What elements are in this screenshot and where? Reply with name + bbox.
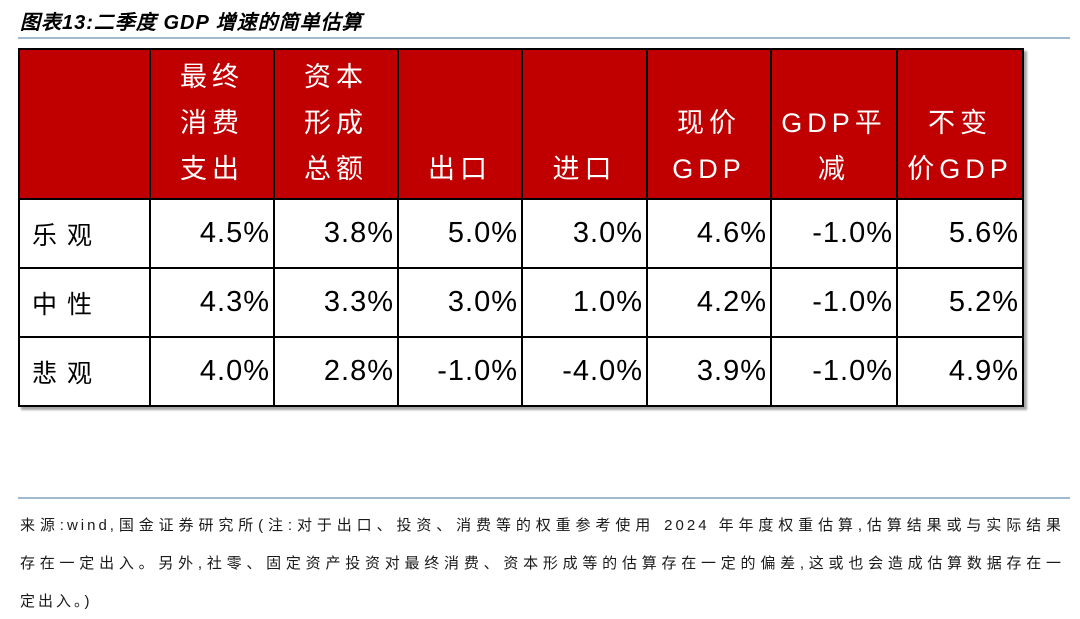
header-cell-imports: 进口 bbox=[521, 48, 648, 200]
source-note-line: 存在一定出入。另外,社零、固定资产投资对最终消费、资本形成等的估算存在一定的偏差… bbox=[20, 555, 1064, 572]
cell-value: 4.9% bbox=[896, 336, 1024, 407]
cell-value: 4.2% bbox=[646, 267, 772, 338]
cell-value: -1.0% bbox=[397, 336, 523, 407]
source-note-line: 来源:wind,国金证券研究所(注:对于出口、投资、消费等的权重参考使用 202… bbox=[20, 517, 1064, 534]
table-header-row: 最终 消费 支出 资本 形成 总额 出口 进口 现价 GDP GDP平 减 不变… bbox=[18, 48, 1024, 200]
header-cell-empty bbox=[18, 48, 151, 200]
table-row-pessimistic: 悲观 4.0% 2.8% -1.0% -4.0% 3.9% -1.0% 4.9% bbox=[18, 336, 1024, 407]
header-cell-exports: 出口 bbox=[397, 48, 523, 200]
cell-value: -4.0% bbox=[521, 336, 648, 407]
cell-value: 3.8% bbox=[273, 198, 399, 269]
header-cell-capital-formation: 资本 形成 总额 bbox=[273, 48, 399, 200]
cell-value: 5.6% bbox=[896, 198, 1024, 269]
cell-value: 4.6% bbox=[646, 198, 772, 269]
cell-value: 4.5% bbox=[149, 198, 275, 269]
header-cell-real-gdp: 不变 价GDP bbox=[896, 48, 1024, 200]
footer-divider-line bbox=[18, 497, 1070, 499]
cell-value: 5.2% bbox=[896, 267, 1024, 338]
figure-title: 图表13:二季度 GDP 增速的简单估算 bbox=[20, 12, 363, 34]
cell-value: 3.3% bbox=[273, 267, 399, 338]
title-divider-line bbox=[18, 37, 1070, 39]
row-label-pessimistic: 悲观 bbox=[18, 336, 151, 407]
cell-value: 4.3% bbox=[149, 267, 275, 338]
cell-value: 3.0% bbox=[397, 267, 523, 338]
header-cell-gdp-deflator: GDP平 减 bbox=[770, 48, 898, 200]
header-cell-nominal-gdp: 现价 GDP bbox=[646, 48, 772, 200]
cell-value: 5.0% bbox=[397, 198, 523, 269]
cell-value: 1.0% bbox=[521, 267, 648, 338]
cell-value: 4.0% bbox=[149, 336, 275, 407]
cell-value: -1.0% bbox=[770, 336, 898, 407]
table-row-neutral: 中性 4.3% 3.3% 3.0% 1.0% 4.2% -1.0% 5.2% bbox=[18, 267, 1024, 338]
cell-value: -1.0% bbox=[770, 267, 898, 338]
gdp-estimate-table: 最终 消费 支出 资本 形成 总额 出口 进口 现价 GDP GDP平 减 不变… bbox=[18, 48, 1024, 407]
row-label-optimistic: 乐观 bbox=[18, 198, 151, 269]
source-note-line: 定出入。) bbox=[20, 593, 93, 610]
cell-value: 3.0% bbox=[521, 198, 648, 269]
source-note: 来源:wind,国金证券研究所(注:对于出口、投资、消费等的权重参考使用 202… bbox=[20, 507, 1064, 619]
row-label-neutral: 中性 bbox=[18, 267, 151, 338]
table-row-optimistic: 乐观 4.5% 3.8% 5.0% 3.0% 4.6% -1.0% 5.6% bbox=[18, 198, 1024, 269]
cell-value: 2.8% bbox=[273, 336, 399, 407]
cell-value: 3.9% bbox=[646, 336, 772, 407]
header-cell-final-consumption: 最终 消费 支出 bbox=[149, 48, 275, 200]
cell-value: -1.0% bbox=[770, 198, 898, 269]
